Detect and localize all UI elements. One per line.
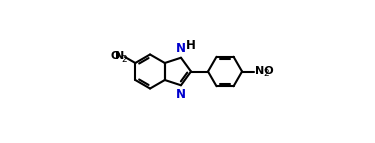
Text: 2: 2 [121,55,126,64]
Text: N: N [176,42,186,55]
Text: O: O [111,51,120,61]
Text: N: N [176,88,186,101]
Text: NO: NO [255,66,274,76]
Text: H: H [186,39,196,52]
Text: 2: 2 [263,69,269,78]
Text: N: N [115,51,124,61]
